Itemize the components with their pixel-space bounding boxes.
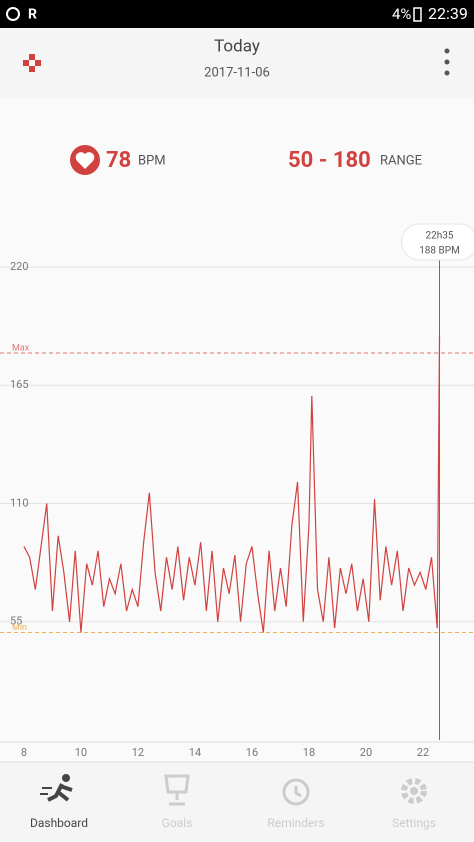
header xyxy=(0,28,474,98)
x-tick-label: 12 xyxy=(132,746,144,759)
y-tick-label: 110 xyxy=(10,496,29,509)
x-tick-label: 10 xyxy=(75,746,87,759)
clock: 22:39 xyxy=(428,4,468,23)
header-title: Today xyxy=(214,36,260,56)
goals-icon xyxy=(164,774,190,806)
x-tick-label: 14 xyxy=(189,746,201,759)
x-tick-label: 18 xyxy=(303,746,315,759)
heart-rate-unit: BPM xyxy=(138,153,166,168)
heart-shape xyxy=(75,152,95,169)
nav-item[interactable]: Dashboard xyxy=(30,816,88,830)
tooltip xyxy=(401,223,474,261)
y-tick-label: 220 xyxy=(10,260,29,273)
max-line-label: Max xyxy=(12,343,30,353)
nav-item[interactable]: Reminders xyxy=(267,816,324,830)
x-tick-label: 8 xyxy=(21,746,27,759)
x-tick-label: 20 xyxy=(360,746,372,759)
x-tick-label: 16 xyxy=(246,746,258,759)
nav-items: Dashboard Goals Reminders Settings xyxy=(30,816,436,830)
nav-bar xyxy=(0,762,474,842)
y-tick-label: 165 xyxy=(10,378,29,391)
nav-item[interactable]: Settings xyxy=(392,816,436,830)
nav-item[interactable]: Goals xyxy=(162,816,193,830)
settings-icon xyxy=(401,778,427,804)
logo xyxy=(23,54,41,72)
status-bar xyxy=(0,0,474,28)
battery-icon xyxy=(413,7,422,22)
dashboard-icon xyxy=(40,774,73,802)
menu-button[interactable] xyxy=(444,48,450,76)
heart-rate-line xyxy=(23,335,441,633)
min-line-label: Min xyxy=(12,623,27,633)
range: 50 - 180 xyxy=(288,148,371,173)
chart: 55 110 165 220 8 10 12 14 16 18 20 22 Max Min 22h35 188… xyxy=(0,223,474,759)
settings-icon-hub xyxy=(410,787,418,795)
status-icon: R xyxy=(28,7,37,23)
tooltip-time: 22h35 xyxy=(426,231,454,242)
battery: 4% xyxy=(392,5,411,23)
reminders-icon xyxy=(282,778,310,806)
heart-rate: 78 xyxy=(106,148,131,173)
range-label: RANGE xyxy=(380,153,422,168)
x-tick-label: 22 xyxy=(417,746,429,759)
status-icon xyxy=(6,7,20,21)
y-tick-label: 55 xyxy=(10,615,22,628)
tooltip-value: 188 BPM xyxy=(419,246,460,257)
header-date: 2017-11-06 xyxy=(204,65,270,80)
